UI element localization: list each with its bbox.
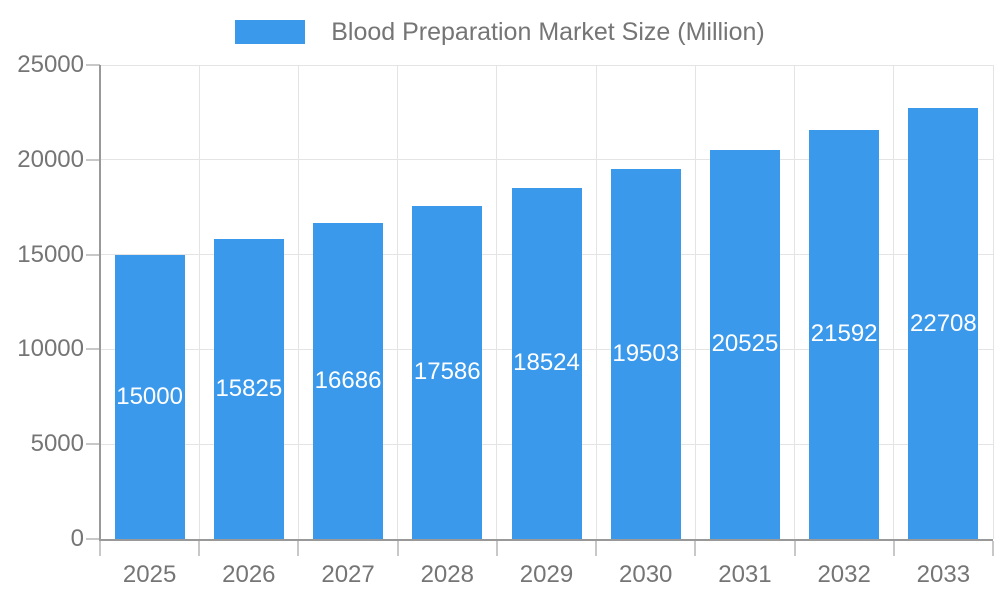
y-axis-tick (86, 538, 100, 540)
bar[interactable] (809, 129, 880, 539)
y-axis-tick-label: 10000 (17, 335, 84, 363)
y-gridline (100, 64, 993, 66)
y-axis-tick-label: 15000 (17, 240, 84, 268)
bar-value-label: 19503 (612, 340, 680, 368)
x-axis-tick-label: 2026 (222, 561, 276, 588)
x-axis-tick-label: 2030 (619, 561, 673, 588)
x-axis-tick (198, 541, 201, 556)
x-gridline (198, 65, 200, 539)
bar-value-label: 16686 (314, 366, 382, 394)
x-gridline (397, 65, 399, 539)
bar-value-label: 22708 (910, 309, 977, 337)
y-axis-tick (86, 348, 100, 351)
x-axis-tick (793, 541, 796, 556)
bar[interactable] (412, 205, 483, 539)
bar[interactable] (610, 169, 681, 539)
x-axis-tick (992, 541, 994, 556)
bar[interactable] (908, 108, 979, 539)
x-gridline (595, 65, 597, 539)
bar[interactable] (709, 149, 780, 539)
y-gridline (100, 159, 993, 161)
bar-value-label: 18524 (513, 349, 580, 377)
bar[interactable] (213, 238, 284, 539)
legend[interactable]: Blood Preparation Market Size (Million) (0, 14, 1000, 50)
x-axis-tick-label: 2031 (718, 561, 772, 588)
y-axis-tick (86, 443, 100, 446)
x-axis-tick-label: 2027 (321, 561, 375, 588)
bar[interactable] (114, 254, 185, 539)
x-axis-tick-label: 2025 (122, 561, 177, 588)
x-gridline (297, 65, 299, 539)
y-axis-tick-label: 20000 (17, 145, 84, 173)
bar-value-label: 15825 (215, 374, 283, 402)
y-axis-tick (86, 64, 100, 66)
bar-value-label: 20525 (711, 330, 779, 358)
x-axis-tick (99, 541, 101, 556)
bar[interactable] (313, 222, 384, 539)
y-axis-line (99, 65, 101, 541)
x-gridline (893, 65, 895, 539)
bar-value-label: 21592 (810, 320, 878, 348)
x-gridline (496, 65, 498, 539)
x-axis-line (99, 539, 993, 541)
x-gridline (694, 65, 696, 539)
x-axis-tick (892, 541, 895, 556)
x-axis-tick-label: 2028 (420, 561, 474, 588)
y-axis-tick (86, 253, 100, 256)
x-gridline (794, 65, 796, 539)
y-axis-tick-label: 5000 (30, 430, 84, 458)
bar[interactable] (511, 187, 582, 539)
y-axis-tick (86, 158, 100, 161)
bar-value-label: 15000 (116, 382, 183, 410)
x-axis-tick (396, 541, 399, 556)
y-axis-tick-label: 25000 (17, 51, 84, 78)
x-axis-tick (595, 541, 598, 556)
legend-label: Blood Preparation Market Size (Million) (331, 18, 765, 46)
y-axis-tick-label: 0 (70, 525, 84, 552)
legend-swatch-icon (235, 20, 306, 44)
x-axis-tick (694, 541, 697, 556)
x-axis-tick-label: 2033 (916, 561, 971, 588)
x-axis-tick-label: 2032 (817, 561, 871, 588)
x-axis-tick-label: 2029 (519, 561, 574, 588)
x-axis-tick (297, 541, 300, 556)
bar-value-label: 17586 (413, 358, 481, 386)
x-gridline (992, 65, 994, 539)
x-axis-tick (495, 541, 498, 556)
